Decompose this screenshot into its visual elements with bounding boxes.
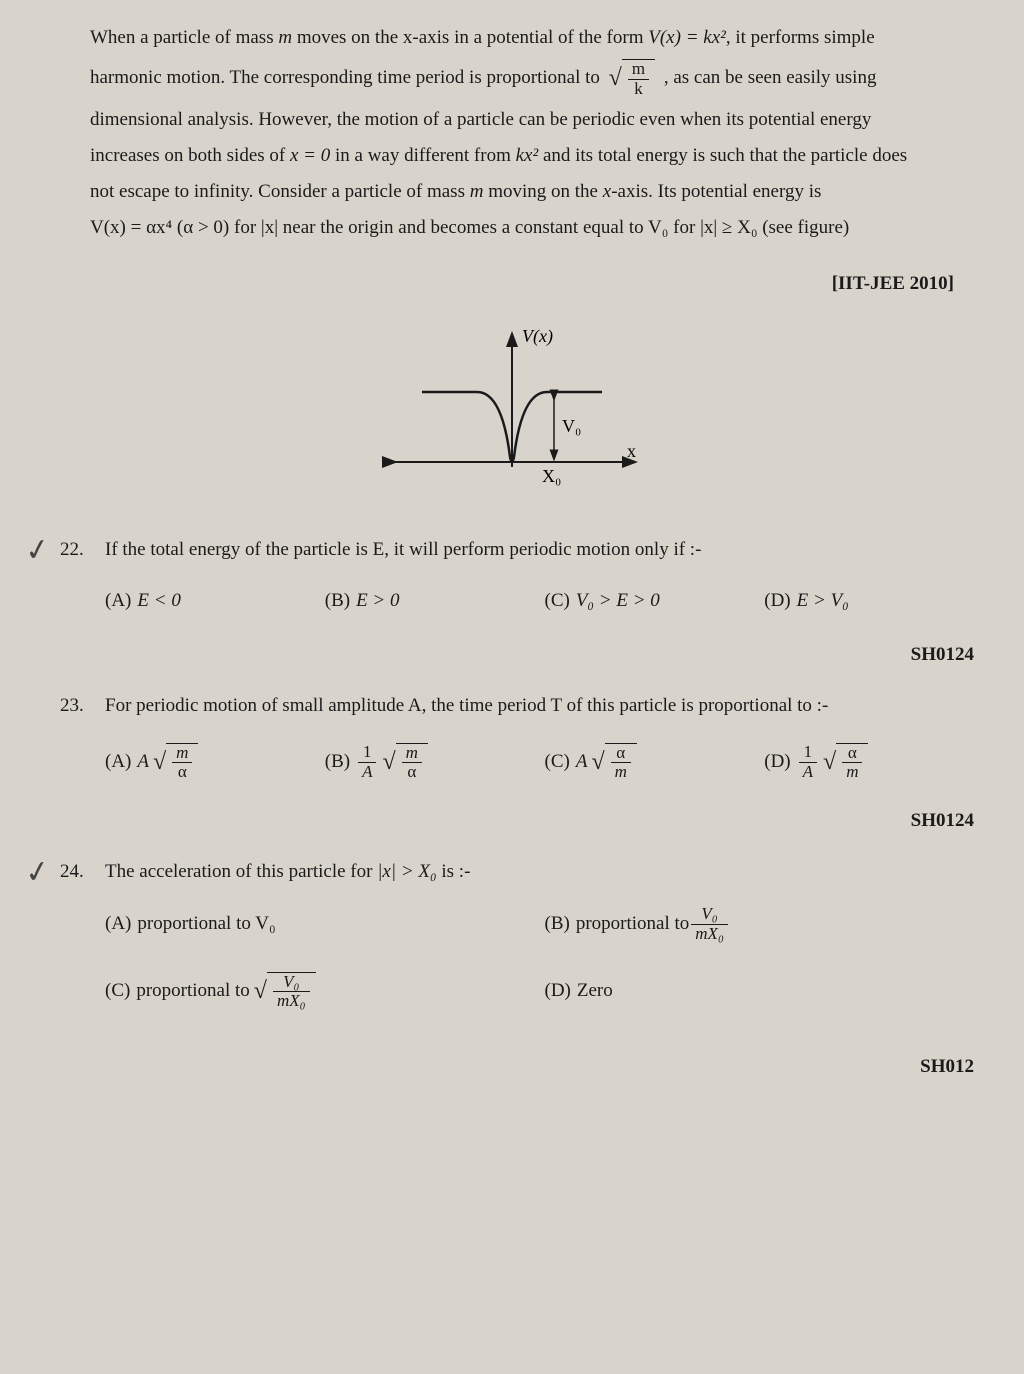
vx-label: V(x) (522, 326, 553, 347)
passage-line: , as can be seen easily using (664, 67, 877, 88)
option-b: (B) 1A √mα (325, 740, 545, 786)
code-ref: SH0124 (40, 803, 984, 839)
eq-vx-alpha: V(x) = αx⁴ (α > 0) (90, 217, 229, 238)
tick-mark: ✓ (20, 520, 55, 580)
potential-diagram: V(x) V₀ X₀ x (40, 322, 984, 502)
v0-label: V₀ (562, 416, 581, 436)
question-text: For periodic motion of small amplitude A… (105, 688, 984, 724)
passage-line: moves on the x-axis in a potential of th… (292, 27, 648, 48)
option-d: (D) 1A √αm (764, 740, 984, 786)
var-v0: V₀ (648, 217, 668, 238)
passage-line: (see figure) (757, 217, 849, 238)
eq-vx: V(x) = kx² (648, 27, 726, 48)
eq-xgeq: |x| ≥ X₀ (700, 217, 757, 238)
question-text: If the total energy of the particle is E… (105, 532, 984, 568)
option-a: (A) A √mα (105, 740, 325, 786)
question-number: 22. (60, 532, 105, 568)
exam-reference: [IIT-JEE 2010] (40, 266, 984, 302)
options-22: (A)E < 0 (B)E > 0 (C)V₀ > E > 0 (D)E > V… (40, 583, 984, 627)
passage-line: When a particle of mass (90, 27, 278, 48)
option-a: (A)E < 0 (105, 583, 325, 619)
x0-label: X₀ (542, 466, 561, 486)
question-text: The acceleration of this particle for |x… (105, 854, 984, 890)
question-23: 23. For periodic motion of small amplitu… (40, 688, 984, 724)
passage-line: in a way different from (330, 145, 515, 166)
option-d: (D)E > V₀ (764, 583, 984, 619)
option-c: (C) A √αm (545, 740, 765, 786)
var-m: m (470, 181, 484, 202)
option-c: (C)V₀ > E > 0 (545, 583, 765, 619)
passage-line: moving on the (483, 181, 602, 202)
passage-line: and its total energy is such that the pa… (538, 145, 907, 166)
question-22: 22. If the total energy of the particle … (40, 532, 984, 568)
var-x: x (603, 181, 611, 202)
option-b: (B)proportional to V₀mX₀ (545, 905, 985, 943)
option-a: (A)proportional to V₀ (105, 905, 545, 943)
x-label: x (627, 441, 636, 461)
option-c: (C)proportional to √V₀mX₀ (105, 969, 545, 1015)
passage-text: When a particle of mass m moves on the x… (40, 20, 984, 246)
option-d: (D)Zero (545, 969, 985, 1015)
passage-line: for (668, 217, 700, 238)
eq-kx2: kx² (516, 145, 539, 166)
question-24: 24. The acceleration of this particle fo… (40, 854, 984, 890)
passage-line: -axis. Its potential energy is (611, 181, 821, 202)
question-number: 24. (60, 854, 105, 890)
option-b: (B)E > 0 (325, 583, 545, 619)
eq-x0: x = 0 (290, 145, 330, 166)
options-23: (A) A √mα (B) 1A √mα (C) A √αm (D) 1A √α… (40, 740, 984, 794)
options-24: (A)proportional to V₀ (B)proportional to… (40, 905, 984, 1039)
passage-line: , it performs simple (726, 27, 875, 48)
tick-mark: ✓ (20, 842, 55, 902)
sqrt-mk: √mk (609, 56, 655, 102)
question-number: 23. (60, 688, 105, 724)
passage-line: harmonic motion. The corresponding time … (90, 67, 605, 88)
passage-line: for |x| near the origin and becomes a co… (229, 217, 648, 238)
diagram-svg: V(x) V₀ X₀ x (382, 322, 642, 502)
code-ref: SH012 (40, 1049, 984, 1085)
code-ref: SH0124 (40, 637, 984, 673)
passage-line: dimensional analysis. However, the motio… (90, 109, 871, 130)
var-m: m (278, 27, 292, 48)
passage-line: increases on both sides of (90, 145, 290, 166)
passage-line: not escape to infinity. Consider a parti… (90, 181, 470, 202)
